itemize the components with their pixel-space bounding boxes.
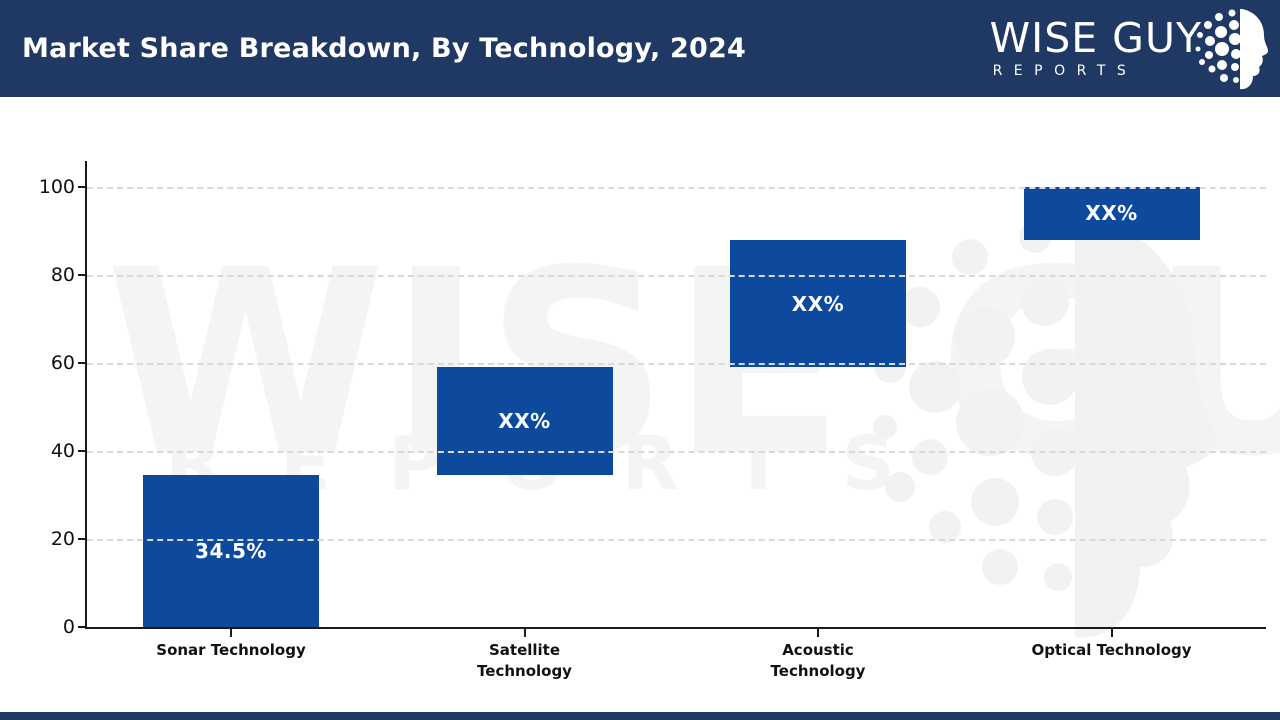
x-tick-mark-2 xyxy=(817,629,819,637)
gridline-80 xyxy=(87,275,1266,277)
x-category-label-1: Satellite Technology xyxy=(395,640,655,682)
y-tick-mark-20 xyxy=(78,538,87,540)
category-label-line: Acoustic xyxy=(782,641,854,659)
bar-acoustic-technology: XX% xyxy=(730,239,906,368)
x-tick-mark-1 xyxy=(523,629,526,637)
x-category-label-3: Optical Technology xyxy=(982,640,1242,661)
gridline-60 xyxy=(87,363,1266,365)
category-label-line: Sonar Technology xyxy=(156,641,306,659)
bar-value-label: 34.5% xyxy=(195,539,267,564)
x-category-label-0: Sonar Technology xyxy=(101,640,361,661)
face-profile-icon xyxy=(1195,8,1268,89)
category-label-line: Technology xyxy=(770,662,866,680)
y-tick-label-20: 20 xyxy=(50,528,75,550)
y-axis-line xyxy=(85,161,87,629)
logo-wordmark: WISE GUY xyxy=(989,14,1202,62)
y-tick-label-100: 100 xyxy=(38,176,75,198)
chart-area: WISE GUY REPORTS 02040608010034.5%Sonar … xyxy=(0,97,1280,712)
logo-text: WISE GUY REPORTS xyxy=(989,14,1202,80)
category-label-line: Satellite xyxy=(488,641,561,659)
wise-guy-reports-logo: WISE GUY REPORTS xyxy=(990,5,1280,93)
y-tick-label-80: 80 xyxy=(50,264,75,286)
header-bar: Market Share Breakdown, By Technology, 2… xyxy=(0,0,1280,97)
y-tick-mark-60 xyxy=(78,362,87,364)
x-tick-mark-3 xyxy=(1110,629,1113,637)
x-category-label-2: Acoustic Technology xyxy=(688,640,948,682)
y-tick-label-0: 0 xyxy=(62,616,75,638)
x-axis-line xyxy=(85,627,1266,629)
bar-value-label: XX% xyxy=(1085,201,1138,226)
gridline-100 xyxy=(87,187,1266,189)
x-tick-mark-0 xyxy=(230,629,232,637)
category-label-line: Technology xyxy=(477,662,572,680)
y-tick-mark-100 xyxy=(78,186,87,188)
y-tick-label-40: 40 xyxy=(50,440,75,462)
category-label-line: Optical Technology xyxy=(1031,641,1192,659)
bar-value-label: XX% xyxy=(498,409,551,434)
bar-optical-technology: XX% xyxy=(1023,187,1200,240)
bar-satellite-technology: XX% xyxy=(436,367,613,476)
watermark-face-dots xyxy=(873,217,1215,638)
bar-value-label: XX% xyxy=(791,291,845,316)
y-tick-label-60: 60 xyxy=(50,352,75,374)
logo-tagline: REPORTS xyxy=(992,63,1138,79)
footer-bar xyxy=(0,712,1280,720)
y-tick-mark-40 xyxy=(78,450,87,452)
y-tick-mark-80 xyxy=(78,274,87,276)
bar-sonar-technology: 34.5% xyxy=(143,475,319,627)
y-tick-mark-0 xyxy=(78,626,87,628)
gridline-40 xyxy=(87,451,1266,453)
gridline-20 xyxy=(87,539,1266,541)
chart-title: Market Share Breakdown, By Technology, 2… xyxy=(22,33,747,64)
